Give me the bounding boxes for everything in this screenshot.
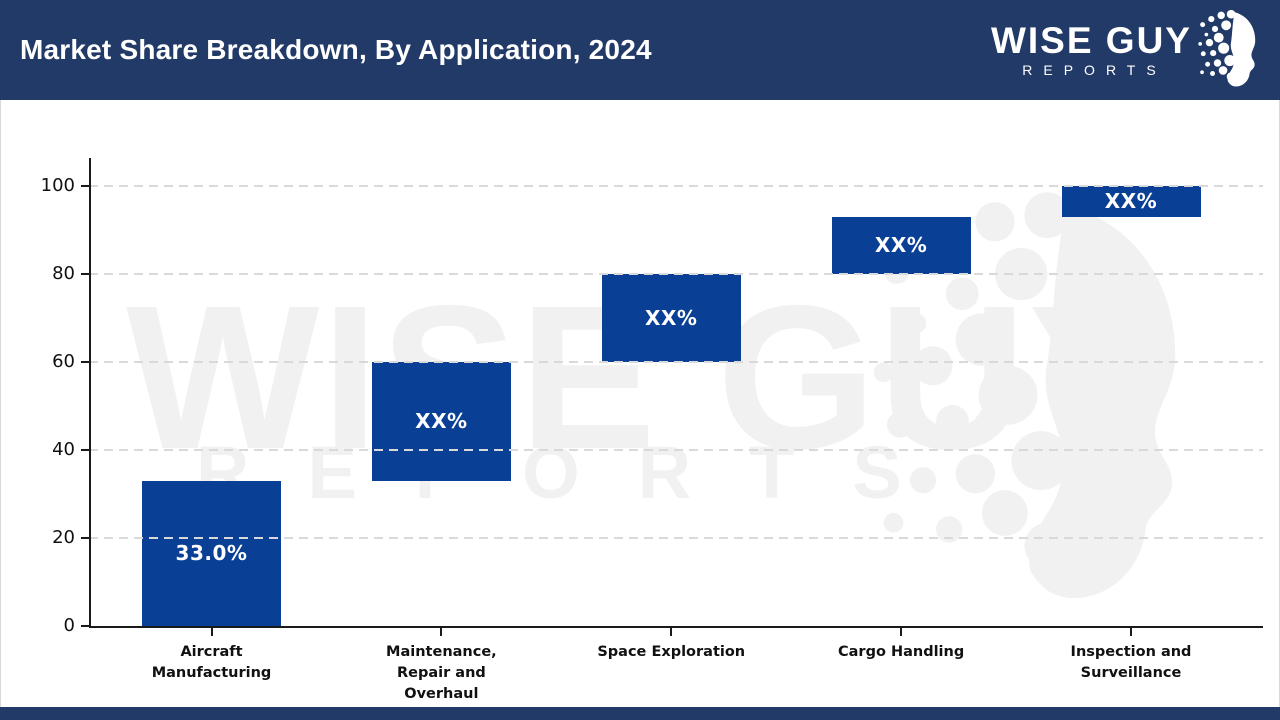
logo-head-icon [1198,9,1256,87]
category-label-4: Inspection and Surveillance [1070,644,1192,681]
bar-inspection-and-surveillance[interactable]: XX% [1061,186,1201,217]
x-tick-3 [900,628,903,636]
x-tick-4 [1130,628,1132,636]
y-tick-20 [81,537,89,539]
y-tick-label-0: 0 [63,615,75,636]
x-tick-0 [210,628,213,636]
category-label-2: Space Exploration [597,644,746,660]
bar-space-exploration[interactable]: XX% [601,274,741,362]
y-tick-60 [81,361,89,363]
logo-wordmark: WISE GUY [990,20,1192,61]
x-tick-2 [670,628,673,636]
bar-cargo-handling[interactable]: XX% [831,216,971,274]
gridline-100 [89,185,1263,187]
category-label-0: Aircraft Manufacturing [151,644,272,681]
gridline-80 [89,273,1263,275]
logo-subtitle: REPORTS [1022,62,1167,78]
bar-value-label: XX% [415,409,468,434]
category-label-1: Maintenance, Repair and Overhaul [386,644,497,702]
footer-bar [0,707,1280,720]
y-tick-80 [81,273,89,275]
watermark-subtitle: REPORTS [196,431,960,514]
category-label-3: Cargo Handling [838,644,965,660]
plot-area: 0 20 40 60 80 100 33.0% Aircraft Manufacturing X… [1,100,1280,707]
bar-value-label: 33.0% [175,541,248,566]
y-axis-line [89,158,91,628]
page-title: Market Share Breakdown, By Application, … [20,34,652,65]
header-bar: Market Share Breakdown, By Application, … [0,0,1280,100]
y-tick-label-60: 60 [52,351,75,372]
y-tick-100 [81,185,89,187]
logo-wordmark-block: WISE GUY REPORTS [991,22,1192,78]
bar-aircraft-manufacturing[interactable]: 33.0% [142,480,281,626]
y-tick-40 [81,449,89,451]
y-tick-label-100: 100 [40,175,75,196]
y-tick-label-40: 40 [52,439,75,460]
x-axis-line [89,626,1263,628]
gridline-60 [89,361,1263,363]
bar-value-label: XX% [1104,189,1158,214]
x-tick-1 [440,628,443,636]
bar-maintenance-repair-and-overhaul[interactable]: XX% [371,362,511,481]
gridline-40 [89,449,1263,451]
watermark-head-icon [873,192,1176,599]
gridline-20 [89,537,1263,539]
bar-value-label: XX% [874,233,928,258]
brand-logo: WISE GUY REPORTS [991,9,1280,91]
y-tick-label-20: 20 [52,527,75,548]
y-tick-label-80: 80 [52,263,75,284]
chart-area: WISE GUY REPORTS 0 20 40 60 80 100 33.0% Aircra… [0,100,1280,707]
y-tick-0 [81,625,89,627]
bar-value-label: XX% [645,306,698,330]
